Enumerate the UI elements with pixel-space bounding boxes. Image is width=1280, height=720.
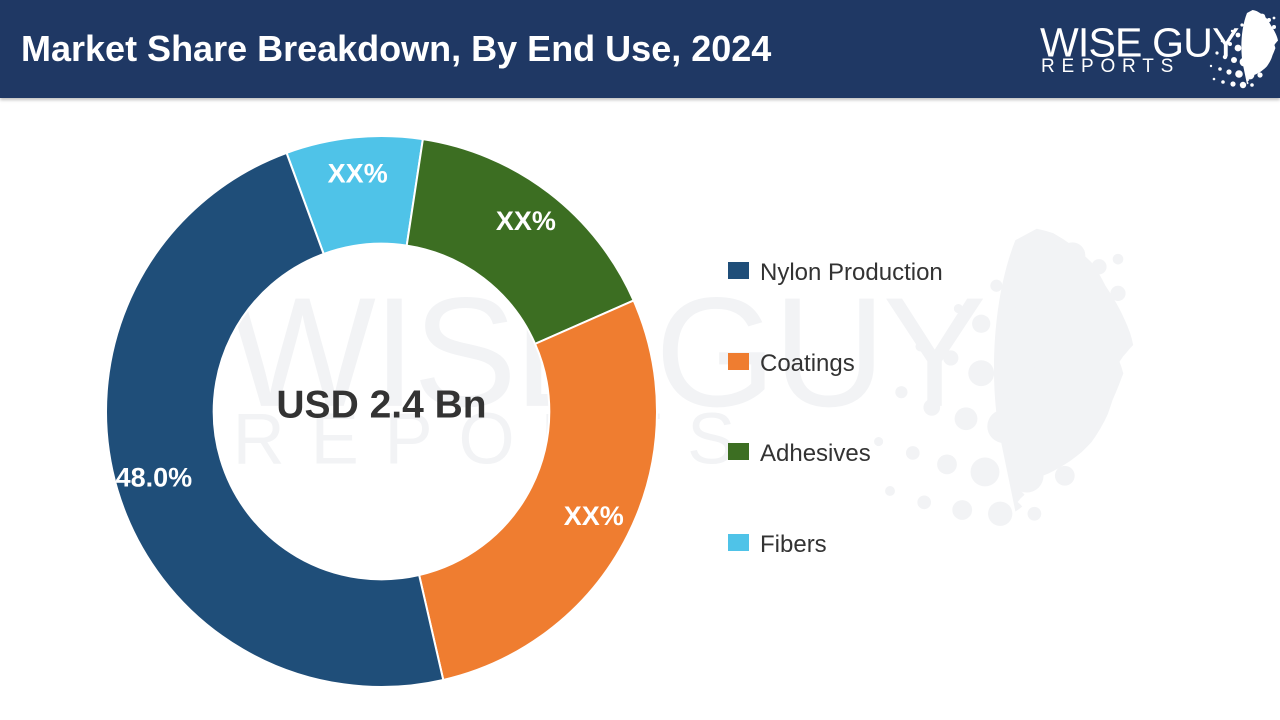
svg-text:XX%: XX% (328, 158, 388, 188)
svg-text:XX%: XX% (564, 501, 624, 531)
svg-text:48.0%: 48.0% (116, 462, 193, 492)
svg-text:USD 2.4 Bn: USD 2.4 Bn (276, 383, 486, 426)
svg-text:XX%: XX% (496, 206, 556, 236)
